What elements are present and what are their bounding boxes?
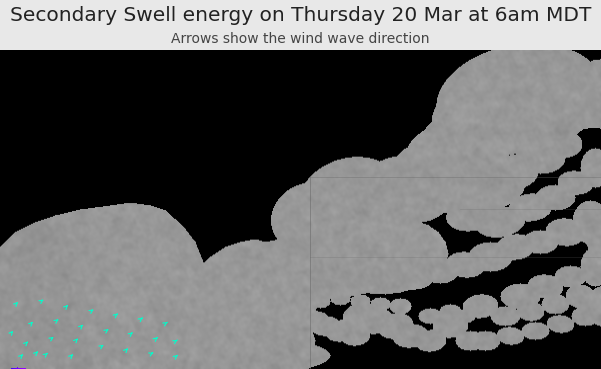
Text: Secondary Swell energy on Thursday 20 Mar at 6am MDT: Secondary Swell energy on Thursday 20 Ma… [10,6,591,25]
Text: Arrows show the wind wave direction: Arrows show the wind wave direction [171,32,430,46]
